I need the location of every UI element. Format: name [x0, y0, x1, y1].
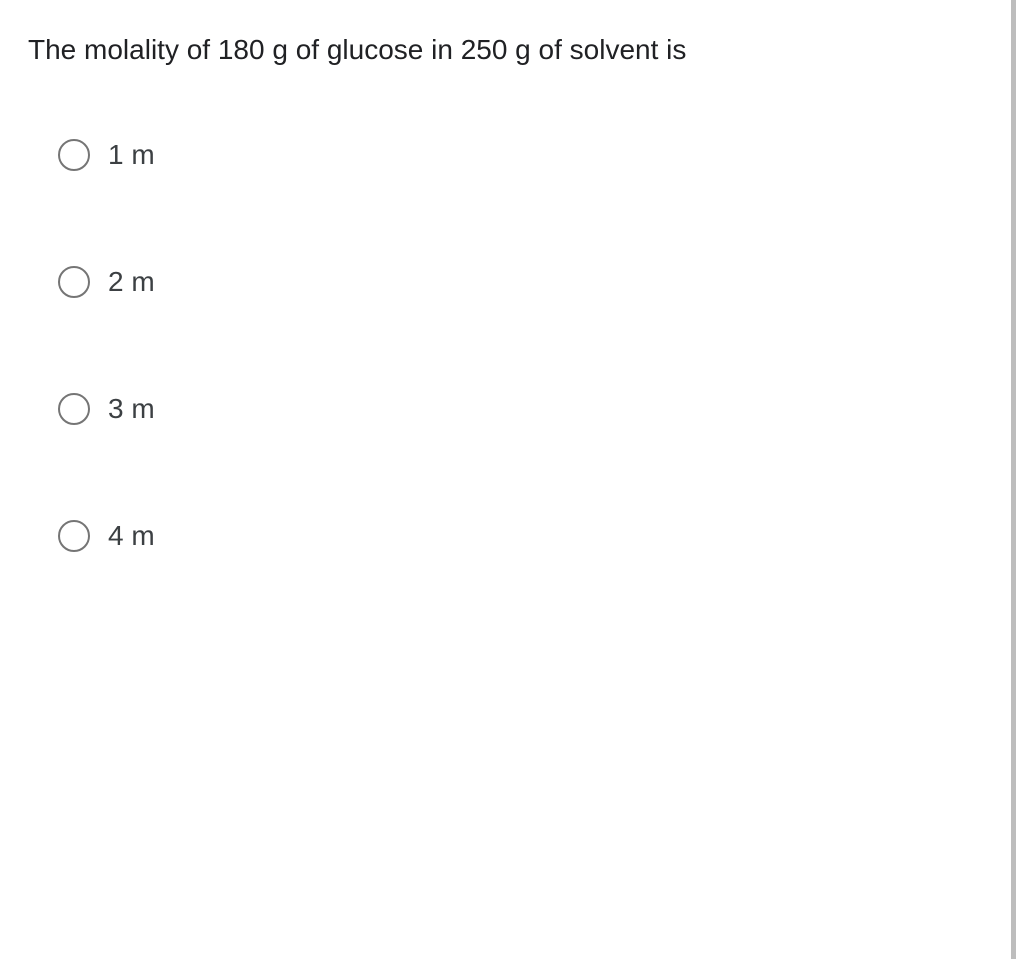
- option-label: 1 m: [108, 139, 155, 171]
- vertical-divider: [1011, 0, 1016, 959]
- option-row[interactable]: 4 m: [58, 520, 980, 552]
- option-row[interactable]: 3 m: [58, 393, 980, 425]
- options-group: 1 m 2 m 3 m 4 m: [28, 139, 980, 552]
- radio-icon[interactable]: [58, 266, 90, 298]
- option-label: 3 m: [108, 393, 155, 425]
- option-label: 4 m: [108, 520, 155, 552]
- radio-icon[interactable]: [58, 520, 90, 552]
- radio-icon[interactable]: [58, 139, 90, 171]
- option-row[interactable]: 1 m: [58, 139, 980, 171]
- option-row[interactable]: 2 m: [58, 266, 980, 298]
- question-text: The molality of 180 g of glucose in 250 …: [28, 30, 980, 69]
- radio-icon[interactable]: [58, 393, 90, 425]
- option-label: 2 m: [108, 266, 155, 298]
- question-container: The molality of 180 g of glucose in 250 …: [0, 0, 1008, 959]
